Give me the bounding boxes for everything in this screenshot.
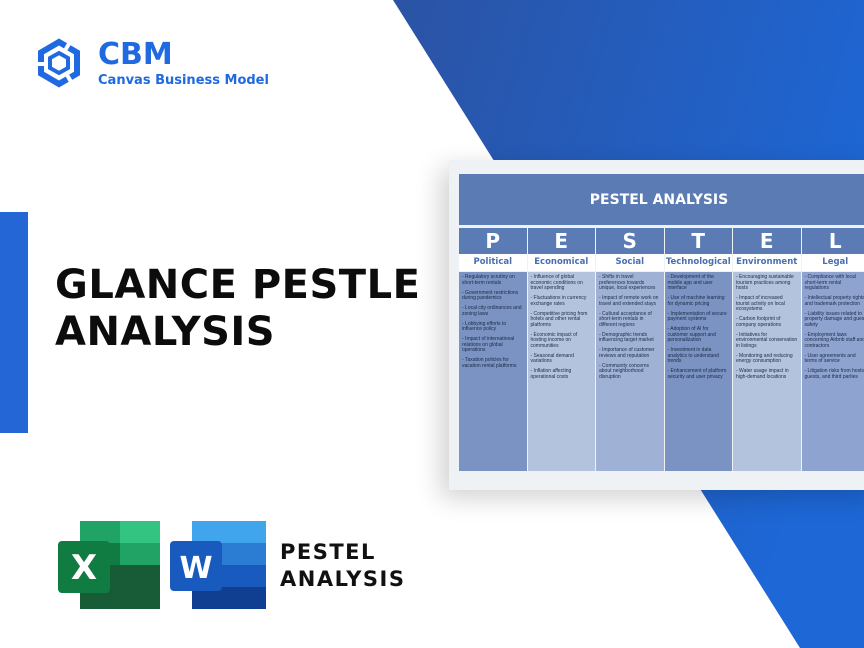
list-item: - Liability issues related to property d…: [804, 310, 864, 328]
column-letter: E: [733, 228, 801, 254]
title-line-2: ANALYSIS: [55, 309, 276, 355]
column-label: Political: [459, 254, 527, 271]
pestel-column-political: P Political - Regulatory scrutiny on sho…: [459, 228, 527, 471]
list-item: - Initiatives for environmental conserva…: [736, 331, 798, 349]
column-body: - Encouraging sustainable tourism practi…: [733, 272, 801, 471]
footer-line-1: PESTEL: [280, 540, 376, 564]
brand-tagline: Canvas Business Model: [98, 72, 269, 88]
column-body: - Compliance with local short-term renta…: [801, 272, 864, 471]
file-format-icons: X W PESTEL ANALYSIS: [58, 521, 405, 611]
column-label: Legal: [801, 254, 864, 271]
excel-icon: X: [58, 521, 160, 609]
list-item: - Carbon footprint of company operations: [736, 316, 782, 328]
list-item: - Fluctuations in currency exchange rate…: [530, 295, 587, 307]
list-item: - Employment laws concerning Airbnb staf…: [804, 331, 864, 349]
pestel-column-economical: E Economical - Influence of global econo…: [527, 228, 595, 471]
brand-logo: CBM Canvas Business Model: [34, 38, 269, 88]
list-item: - Implementation of secure payment syste…: [667, 310, 727, 322]
column-letter: S: [596, 228, 664, 254]
table-title: PESTEL ANALYSIS: [459, 174, 864, 225]
pestel-column-environment: E Environment - Encouraging sustainable …: [733, 228, 801, 471]
list-item: - Local city ordinances and zoning laws: [462, 305, 522, 317]
list-item: - Impact of remote work on travel and ex…: [599, 295, 659, 307]
list-item: - Lobbying efforts to influence policy: [462, 320, 507, 332]
list-item: - Taxation policies for vacation rental …: [462, 357, 517, 369]
pestel-column-legal: L Legal - Compliance with local short-te…: [801, 228, 864, 471]
title-line-1: GLANCE PESTLE: [55, 262, 421, 308]
list-item: - Encouraging sustainable tourism practi…: [736, 274, 794, 291]
column-body: - Influence of global economic condition…: [527, 272, 595, 471]
cbm-logo-icon: [34, 38, 80, 88]
svg-text:X: X: [71, 548, 97, 588]
column-letter: L: [801, 228, 864, 254]
column-label: Economical: [527, 254, 595, 271]
list-item: - Development of the mobile app and user…: [667, 274, 714, 291]
list-item: - Adoption of AI for customer support an…: [667, 326, 716, 343]
list-item: - Economic impact of hosting income on c…: [530, 331, 578, 349]
list-item: - Impact of increased tourist activity o…: [736, 295, 785, 312]
pestel-column-social: S Social - Shifts in travel preferences …: [596, 228, 664, 471]
column-label: Technological: [664, 254, 732, 271]
list-item: - Monitoring and reducing energy consump…: [736, 352, 793, 364]
list-item: - Impact of international relations on g…: [462, 336, 515, 353]
brand-name: CBM: [98, 36, 173, 72]
list-item: - Community concerns about neighborhood …: [599, 362, 650, 380]
list-item: - Investment in data analytics to unders…: [667, 347, 719, 364]
column-letter: P: [459, 228, 527, 254]
list-item: - Demographic trends influencing target …: [599, 331, 654, 343]
list-item: - Seasonal demand variations: [530, 352, 574, 364]
list-item: - Government restrictions during pandemi…: [462, 289, 519, 301]
list-item: - Litigation risks from hosts, guests, a…: [804, 368, 864, 380]
column-label: Social: [596, 254, 664, 271]
footer-line-2: ANALYSIS: [280, 567, 406, 591]
list-item: - Intellectual property rights and trade…: [804, 295, 864, 307]
accent-bar: [0, 212, 28, 433]
list-item: - Cultural acceptance of short-term rent…: [599, 310, 652, 328]
list-item: - Regulatory scrutiny on short-term rent…: [462, 274, 515, 286]
column-letter: T: [664, 228, 732, 254]
pestel-column-technological: T Technological - Development of the mob…: [664, 228, 732, 471]
column-body: - Development of the mobile app and user…: [664, 272, 732, 471]
svg-text:W: W: [179, 551, 212, 586]
list-item: - Importance of customer reviews and rep…: [599, 347, 655, 359]
list-item: - Use of machine learning for dynamic pr…: [667, 295, 725, 307]
pestel-columns: P Political - Regulatory scrutiny on sho…: [459, 228, 864, 471]
list-item: - Inflation affecting operational costs: [530, 368, 572, 380]
column-label: Environment: [733, 254, 801, 271]
column-letter: E: [527, 228, 595, 254]
list-item: - Compliance with local short-term renta…: [804, 274, 856, 291]
list-item: - Water usage impact in high-demand loca…: [736, 368, 789, 380]
list-item: - Shifts in travel preferences towards u…: [599, 274, 656, 291]
column-body: - Shifts in travel preferences towards u…: [596, 272, 664, 471]
footer-label: PESTEL ANALYSIS: [280, 539, 405, 593]
pestel-preview-card: PESTEL ANALYSIS P Political - Regulatory…: [449, 160, 864, 490]
list-item: - Competitive pricing from hotels and ot…: [530, 310, 588, 328]
list-item: - Enhancement of platform security and u…: [667, 368, 727, 380]
page-title: GLANCE PESTLE ANALYSIS: [55, 262, 420, 356]
word-icon: W: [170, 521, 266, 609]
list-item: - Influence of global economic condition…: [530, 274, 583, 291]
list-item: - User agreements and terms of service: [804, 352, 856, 364]
column-body: - Regulatory scrutiny on short-term rent…: [459, 272, 527, 471]
